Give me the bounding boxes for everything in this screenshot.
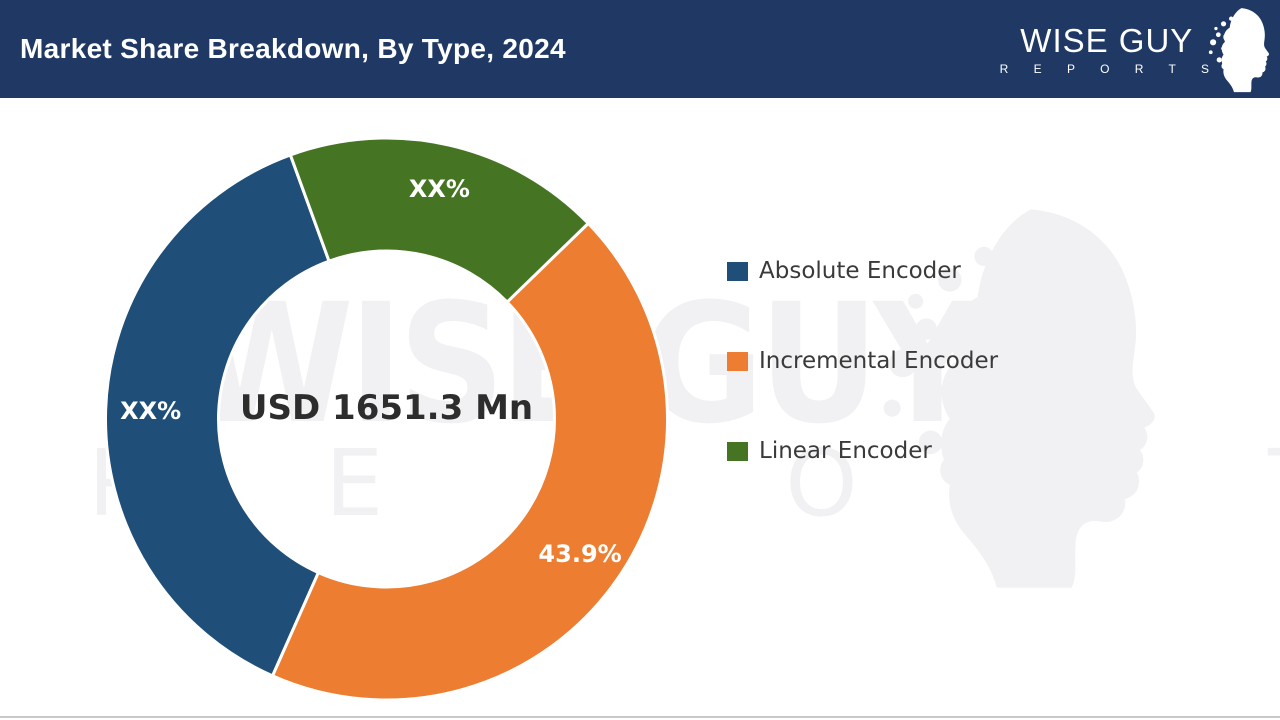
donut-slice-absolute-encoder [104,153,331,678]
bottom-divider [0,716,1280,718]
page-title: Market Share Breakdown, By Type, 2024 [20,33,566,64]
legend: Absolute Encoder Incremental Encoder Linea… [727,257,998,527]
logo-subtext: R E P O R T S [999,61,1220,76]
slice-label-incremental-encoder: 43.9% [538,540,621,568]
legend-item-incremental-encoder: Incremental Encoder [727,347,998,375]
chart-center-value: USD 1651.3 Mn [239,388,534,428]
slice-label-absolute-encoder: XX% [120,397,181,425]
legend-swatch-absolute-encoder [727,261,748,281]
header-bar: Market Share Breakdown, By Type, 2024 WI… [0,0,1280,98]
wise-guy-logo: WISE GUY R E P O R T S [994,4,1270,96]
logo-wordmark: WISE GUY [1020,22,1194,60]
donut-slice-linear-encoder [288,136,590,304]
legend-label-absolute-encoder: Absolute Encoder [759,258,961,284]
legend-swatch-linear-encoder [727,441,748,461]
legend-label-incremental-encoder: Incremental Encoder [759,348,999,374]
donut-chart: XX% 43.9% XX% [104,136,669,702]
donut-slice-incremental-encoder [271,221,669,702]
slice-label-linear-encoder: XX% [409,175,470,203]
legend-item-absolute-encoder: Absolute Encoder [727,257,998,285]
logo-head-icon [1208,8,1270,93]
legend-swatch-incremental-encoder [727,351,748,371]
legend-item-linear-encoder: Linear Encoder [727,437,998,465]
legend-label-linear-encoder: Linear Encoder [759,438,932,464]
